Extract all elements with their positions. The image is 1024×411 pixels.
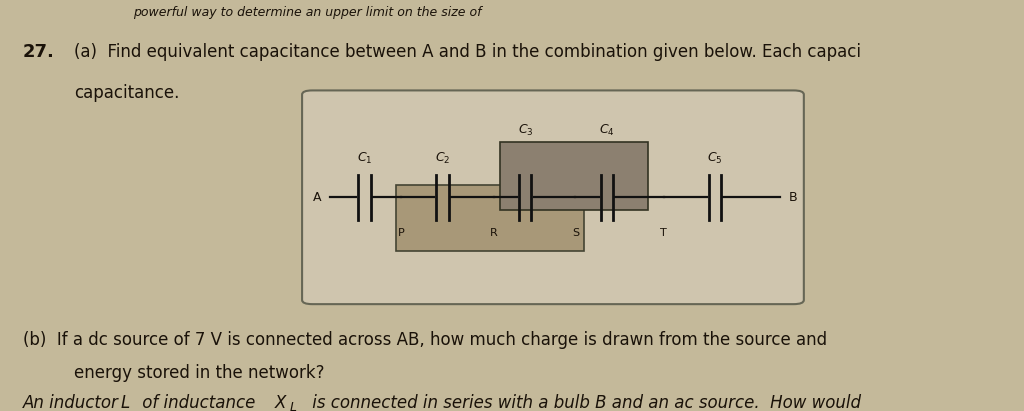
Text: L: L xyxy=(290,401,297,411)
Text: An inductor: An inductor xyxy=(23,394,124,411)
Text: A: A xyxy=(313,191,322,204)
Text: (a)  Find equivalent capacitance between A and B in the combination given below.: (a) Find equivalent capacitance between … xyxy=(74,43,861,61)
Text: R: R xyxy=(489,228,498,238)
Text: B: B xyxy=(788,191,797,204)
Bar xyxy=(500,142,648,210)
Text: is connected in series with a bulb B and an ac source.  How would: is connected in series with a bulb B and… xyxy=(307,394,861,411)
Text: S: S xyxy=(572,228,579,238)
Text: P: P xyxy=(398,228,404,238)
Text: X: X xyxy=(274,394,286,411)
FancyBboxPatch shape xyxy=(302,90,804,304)
Text: powerful way to determine an upper limit on the size of: powerful way to determine an upper limit… xyxy=(133,6,481,19)
Bar xyxy=(396,185,584,251)
Text: $C_5$: $C_5$ xyxy=(707,151,723,166)
Text: $C_1$: $C_1$ xyxy=(356,151,373,166)
Text: energy stored in the network?: energy stored in the network? xyxy=(74,364,325,382)
Text: $C_3$: $C_3$ xyxy=(517,122,534,138)
Text: of inductance: of inductance xyxy=(137,394,261,411)
Text: T: T xyxy=(660,228,667,238)
Text: 27.: 27. xyxy=(23,43,54,61)
Text: $C_2$: $C_2$ xyxy=(435,151,450,166)
Text: $C_4$: $C_4$ xyxy=(599,122,615,138)
Text: capacitance.: capacitance. xyxy=(74,84,179,102)
Text: (b)  If a dc source of 7 V is connected across AB, how much charge is drawn from: (b) If a dc source of 7 V is connected a… xyxy=(23,331,826,349)
Text: L: L xyxy=(121,394,130,411)
